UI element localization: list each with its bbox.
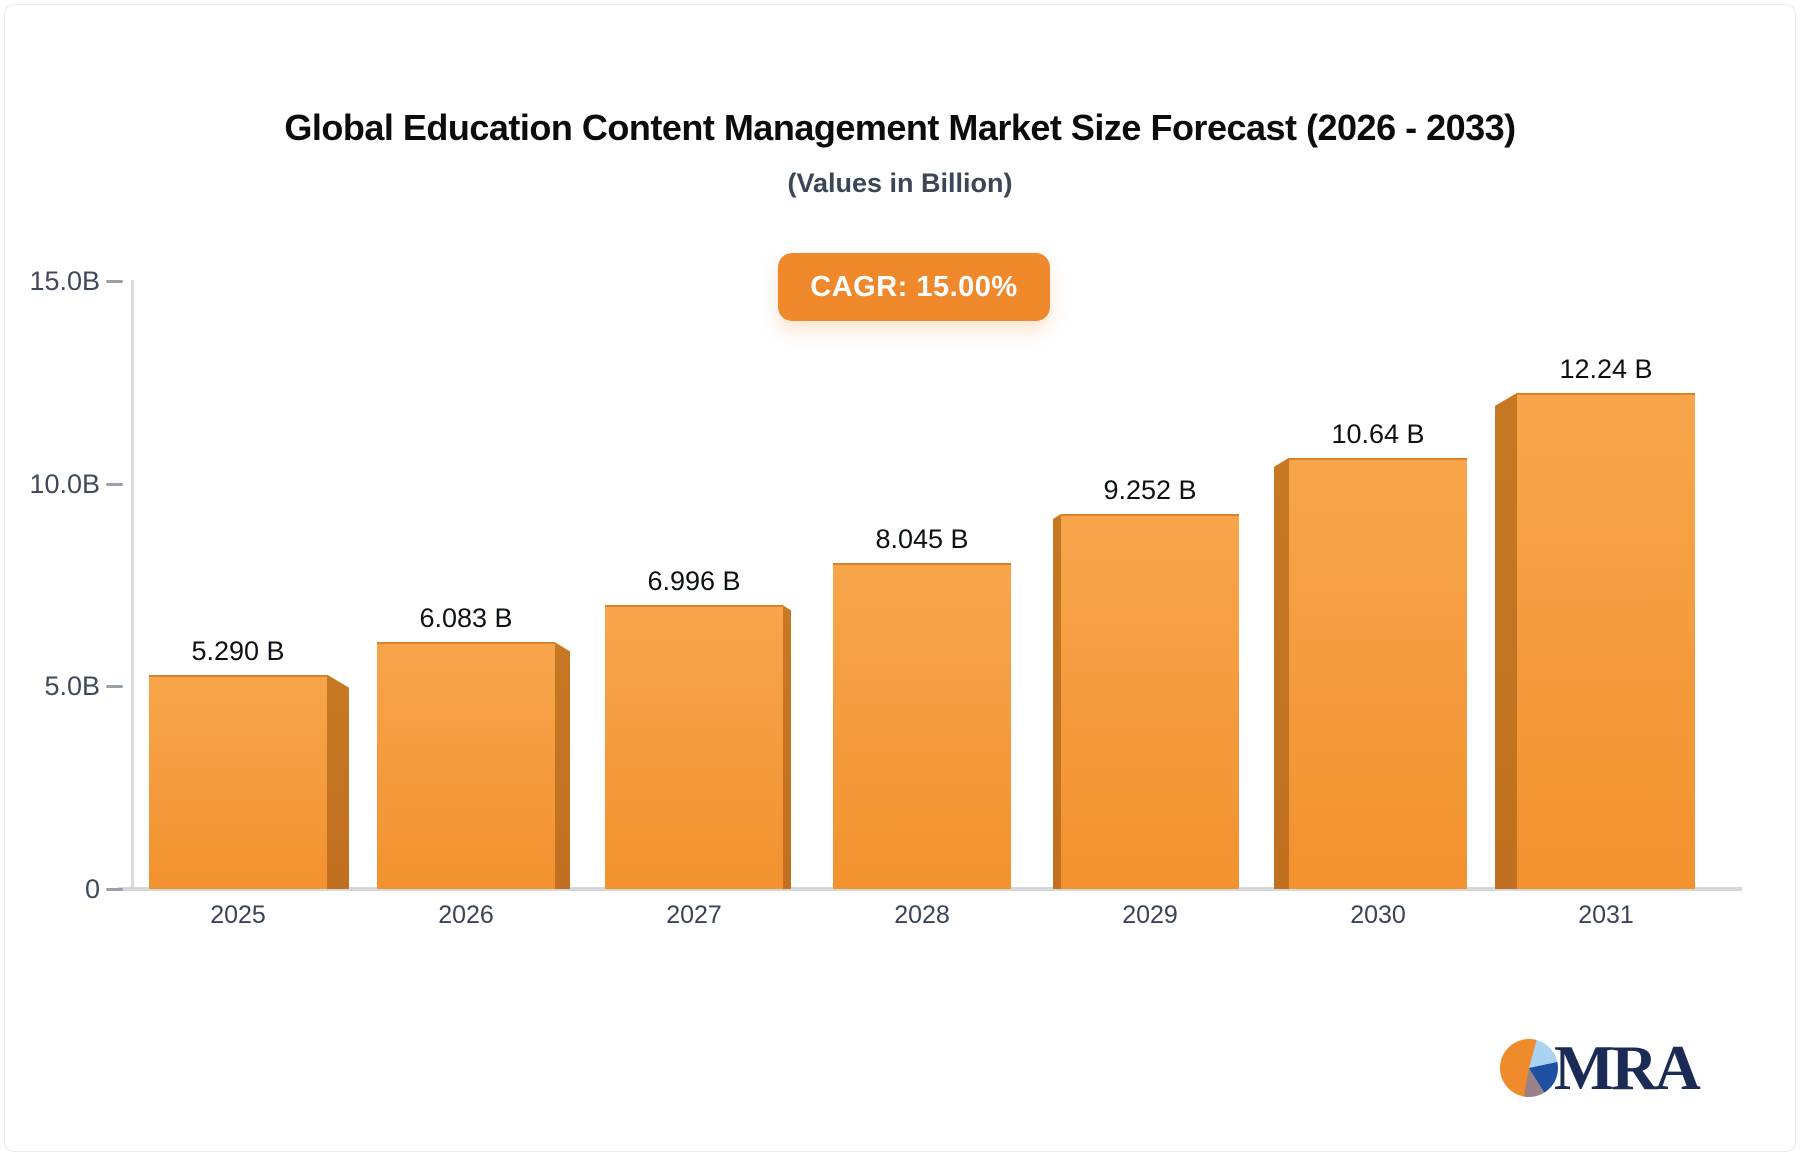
cagr-badge-label: CAGR: 15.00%: [810, 270, 1018, 303]
bar-value-label: 5.290 B: [191, 635, 285, 666]
bar-value-label: 9.252 B: [1103, 474, 1197, 505]
chart-subtitle: (Values in Billion): [787, 168, 1013, 198]
x-axis-label: 2029: [1122, 901, 1178, 929]
x-axis-label: 2028: [894, 901, 950, 929]
x-axis-line: [118, 887, 1742, 891]
bar-value-label: 10.64 B: [1331, 418, 1425, 449]
x-axis-label: 2026: [438, 901, 494, 929]
bar-2030[interactable]: [1289, 457, 1467, 889]
bar-3d-side: [1053, 513, 1061, 889]
bar-3d-side: [327, 674, 349, 889]
logo-text: MRA: [1554, 1032, 1701, 1103]
cagr-badge: CAGR: 15.00%: [778, 253, 1050, 321]
bar-value-label: 6.083 B: [419, 603, 513, 634]
bar-3d-side: [1495, 392, 1517, 889]
bar-value-label: 6.996 B: [647, 566, 741, 597]
y-tick-mark: [106, 888, 123, 891]
x-axis-label: 2027: [666, 901, 722, 929]
bar-2025[interactable]: [149, 674, 327, 889]
y-tick-label: 10.0B: [29, 468, 100, 499]
x-axis-label: 2025: [210, 901, 266, 929]
y-tick-label: 0: [84, 874, 100, 904]
pie-chart-logo-icon: [1500, 1039, 1558, 1097]
y-tick-label: 5.0B: [44, 671, 100, 702]
y-tick-label: 15.0B: [29, 266, 100, 296]
bar-2028[interactable]: [833, 562, 1011, 889]
bar-2029[interactable]: [1061, 513, 1239, 889]
x-axis-label: 2031: [1578, 901, 1634, 929]
y-axis-line: [131, 280, 134, 889]
bar-2026[interactable]: [377, 642, 555, 889]
x-axis-label: 2030: [1350, 901, 1406, 929]
y-tick-mark: [106, 685, 123, 689]
bar-2031[interactable]: [1517, 392, 1695, 889]
bar-value-label: 8.045 B: [875, 523, 969, 554]
bar-3d-side: [783, 605, 791, 889]
chart-title: Global Education Content Management Mark…: [284, 107, 1516, 148]
bar-value-label: 12.24 B: [1559, 353, 1653, 384]
mra-logo[interactable]: MRA: [1500, 1032, 1701, 1103]
bar-3d-side: [1274, 457, 1289, 889]
y-tick-mark: [106, 280, 123, 283]
bar-3d-side: [555, 642, 570, 889]
bar-2027[interactable]: [605, 605, 783, 889]
y-tick-mark: [106, 482, 123, 486]
